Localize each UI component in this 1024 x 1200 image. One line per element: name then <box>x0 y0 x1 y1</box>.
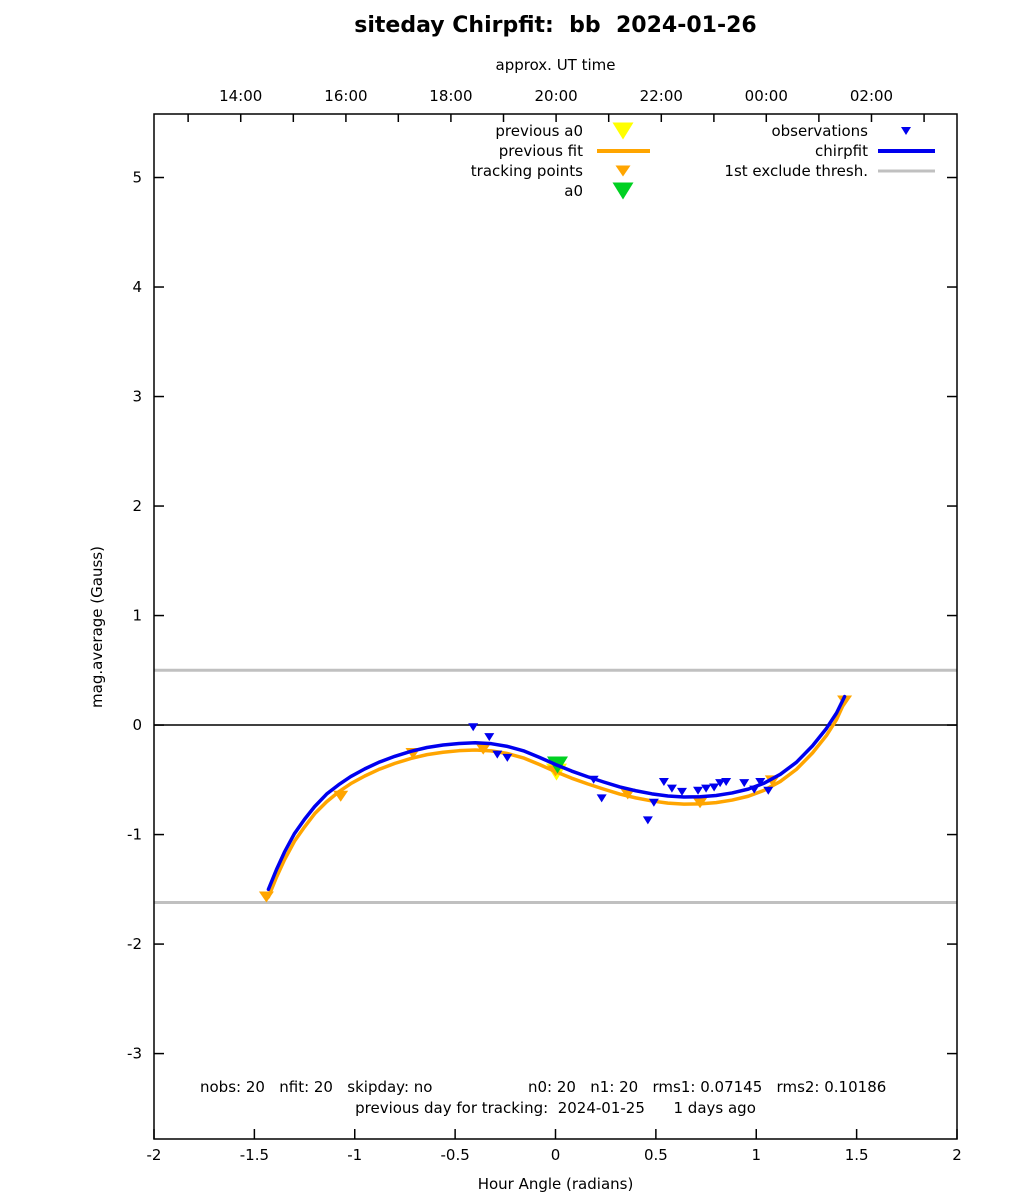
observations-marker <box>596 794 607 803</box>
top-tick-label: 02:00 <box>850 87 893 105</box>
legend-label: previous a0 <box>495 122 583 140</box>
observations-marker <box>755 778 766 787</box>
y-tick-label: 5 <box>132 169 142 187</box>
x-tick-label: 0.5 <box>644 1146 668 1164</box>
legend-marker <box>612 182 634 200</box>
stats-line1-right: n0: 20 n1: 20 rms1: 0.07145 rms2: 0.1018… <box>528 1078 887 1096</box>
top-tick-label: 00:00 <box>745 87 788 105</box>
stats-line1-left: nobs: 20 nfit: 20 skipday: no <box>200 1078 433 1096</box>
plot-border <box>153 113 958 1140</box>
observations-marker <box>763 786 774 795</box>
observations-marker <box>693 786 704 795</box>
legend-label: chirpfit <box>815 142 868 160</box>
observations-marker <box>658 778 669 787</box>
top-tick-label: 20:00 <box>534 87 577 105</box>
legend-label: tracking points <box>471 162 583 180</box>
x-tick-label: 2 <box>952 1146 962 1164</box>
x-tick-label: -0.5 <box>440 1146 469 1164</box>
tracking-points-marker <box>837 695 853 707</box>
x-axis-label: Hour Angle (radians) <box>477 1175 634 1193</box>
top-axis-label: approx. UT time <box>495 56 616 74</box>
y-tick-label: -2 <box>127 935 142 953</box>
stats-line2: previous day for tracking: 2024-01-25 1 … <box>355 1099 756 1117</box>
y-tick-label: 0 <box>132 716 142 734</box>
x-tick-label: -2 <box>147 1146 162 1164</box>
tracking-points-marker <box>333 790 349 802</box>
x-tick-label: -1 <box>347 1146 362 1164</box>
legend-marker <box>612 122 634 140</box>
observations-marker <box>715 779 726 788</box>
observations-marker <box>484 733 495 742</box>
legend-entry-a0 <box>612 182 634 200</box>
top-tick-label: 14:00 <box>219 87 262 105</box>
legend-entry-previous-a0 <box>612 122 634 140</box>
legend-marker <box>901 127 911 135</box>
legend-marker <box>615 165 631 177</box>
legend-label: 1st exclude thresh. <box>724 162 868 180</box>
tracking-points-marker <box>692 797 708 809</box>
y-tick-label: 4 <box>132 278 142 296</box>
chirpfit-line <box>266 694 847 892</box>
legend-entry-tracking-points <box>615 165 631 177</box>
top-tick-label: 22:00 <box>640 87 683 105</box>
previous-fit-line <box>266 700 847 899</box>
legend-label: previous fit <box>499 142 583 160</box>
legend-label: a0 <box>564 182 583 200</box>
x-tick-label: -1.5 <box>240 1146 269 1164</box>
legend-label: observations <box>771 122 868 140</box>
x-tick-label: 1.5 <box>845 1146 869 1164</box>
tracking-points-marker <box>258 891 274 903</box>
observations-marker <box>666 784 677 793</box>
x-tick-label: 1 <box>751 1146 761 1164</box>
previous-fit-curve <box>266 700 847 899</box>
chirpfit-curve <box>266 694 847 892</box>
observations-marker <box>739 779 750 788</box>
top-tick-label: 18:00 <box>429 87 472 105</box>
x-tick-label: 0 <box>551 1146 561 1164</box>
observations-marker <box>648 798 659 807</box>
observations-marker <box>468 723 479 732</box>
y-tick-label: 2 <box>132 497 142 515</box>
chart-title: siteday Chirpfit: bb 2024-01-26 <box>354 13 757 38</box>
observations-marker <box>492 750 503 759</box>
observations-marker <box>701 784 712 793</box>
observations-marker <box>642 816 653 825</box>
y-tick-label: -1 <box>127 826 142 844</box>
tracking-points-points <box>258 695 853 903</box>
y-tick-label: -3 <box>127 1045 142 1063</box>
y-axis-label: mag.average (Gauss) <box>88 546 106 708</box>
legend-entry-observations <box>901 127 911 135</box>
observations-marker <box>502 753 513 762</box>
observations-points <box>468 723 774 825</box>
y-tick-label: 3 <box>132 388 142 406</box>
y-tick-label: 1 <box>132 607 142 625</box>
top-tick-label: 16:00 <box>324 87 367 105</box>
observations-marker <box>709 783 720 792</box>
tracking-points-marker <box>475 743 491 755</box>
observations-marker <box>676 787 687 796</box>
observations-marker <box>721 778 732 787</box>
